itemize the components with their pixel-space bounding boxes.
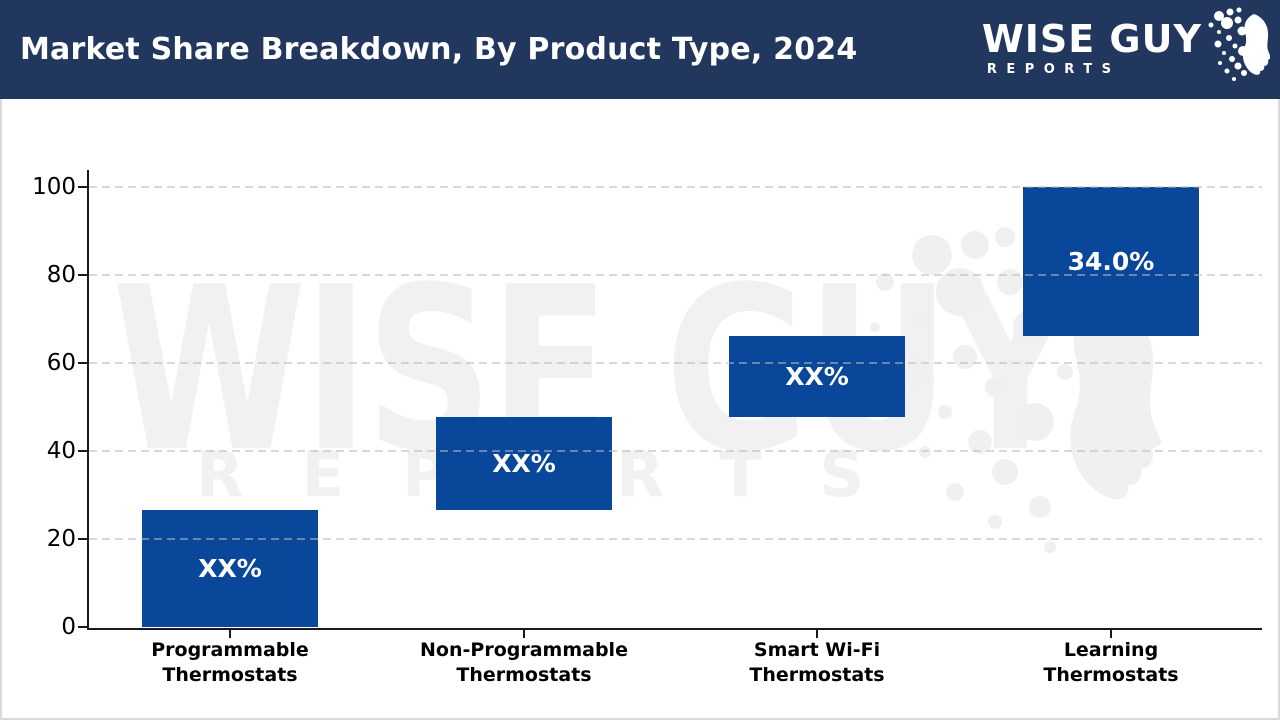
- y-tick-label: 100: [32, 174, 76, 200]
- x-axis-line: [87, 628, 1262, 630]
- gridline-40: [89, 450, 1262, 452]
- category-line1: Non-Programmable: [420, 639, 628, 661]
- header: Market Share Breakdown, By Product Type,…: [0, 0, 1280, 99]
- logo-wordmark: WISE GUY REPORTS: [982, 17, 1202, 77]
- bar-value-label: XX%: [198, 554, 262, 583]
- logo-face-icon: [1208, 7, 1270, 81]
- bar-value-label: XX%: [492, 449, 556, 478]
- bar-smart-wifi-thermostats: XX%: [729, 336, 905, 417]
- y-tick-mark: [78, 450, 87, 452]
- category-line1: Smart Wi-Fi: [753, 639, 881, 661]
- y-tick-mark: [78, 362, 87, 364]
- bar-programmable-thermostats: XX%: [142, 510, 318, 627]
- bar-value-label: 34.0%: [1067, 247, 1155, 276]
- y-axis-line: [87, 170, 89, 630]
- category-line2: Thermostats: [456, 664, 592, 686]
- x-tick-mark: [229, 630, 231, 638]
- category-line2: Thermostats: [162, 664, 298, 686]
- y-tick-mark: [78, 626, 87, 628]
- x-category-label: Programmable Thermostats: [80, 638, 380, 688]
- y-tick-label: 80: [46, 262, 76, 288]
- y-tick-mark: [78, 538, 87, 540]
- gridline-100: [89, 186, 1262, 188]
- category-line2: Thermostats: [749, 664, 885, 686]
- category-line1: Programmable: [151, 639, 309, 661]
- y-tick-label: 60: [46, 350, 76, 376]
- bar-learning-thermostats: 34.0%: [1023, 187, 1199, 336]
- bar-value-label: XX%: [785, 362, 849, 391]
- logo-line2: REPORTS: [986, 62, 1121, 77]
- x-category-label: Learning Thermostats: [961, 638, 1261, 688]
- category-line2: Thermostats: [1043, 664, 1179, 686]
- y-tick-mark: [78, 274, 87, 276]
- x-category-label: Smart Wi-Fi Thermostats: [667, 638, 967, 688]
- logo: WISE GUY REPORTS: [982, 6, 1270, 88]
- gridline-20: [89, 538, 1262, 540]
- body-border-bottom: [0, 718, 1280, 720]
- body-border-left: [0, 99, 2, 720]
- x-category-label: Non-Programmable Thermostats: [374, 638, 674, 688]
- body-border-right: [1278, 99, 1280, 720]
- bar-non-programmable-thermostats: XX%: [436, 417, 612, 510]
- x-tick-mark: [523, 630, 525, 638]
- y-tick-label: 0: [61, 614, 76, 640]
- gridline-80: [89, 274, 1262, 276]
- y-tick-mark: [78, 186, 87, 188]
- category-line1: Learning: [1063, 639, 1159, 661]
- logo-line1: WISE GUY: [981, 17, 1202, 61]
- chart-title: Market Share Breakdown, By Product Type,…: [20, 32, 858, 67]
- y-tick-label: 20: [46, 526, 76, 552]
- y-tick-label: 40: [46, 438, 76, 464]
- x-tick-mark: [1110, 630, 1112, 638]
- x-tick-mark: [816, 630, 818, 638]
- gridline-60: [89, 362, 1262, 364]
